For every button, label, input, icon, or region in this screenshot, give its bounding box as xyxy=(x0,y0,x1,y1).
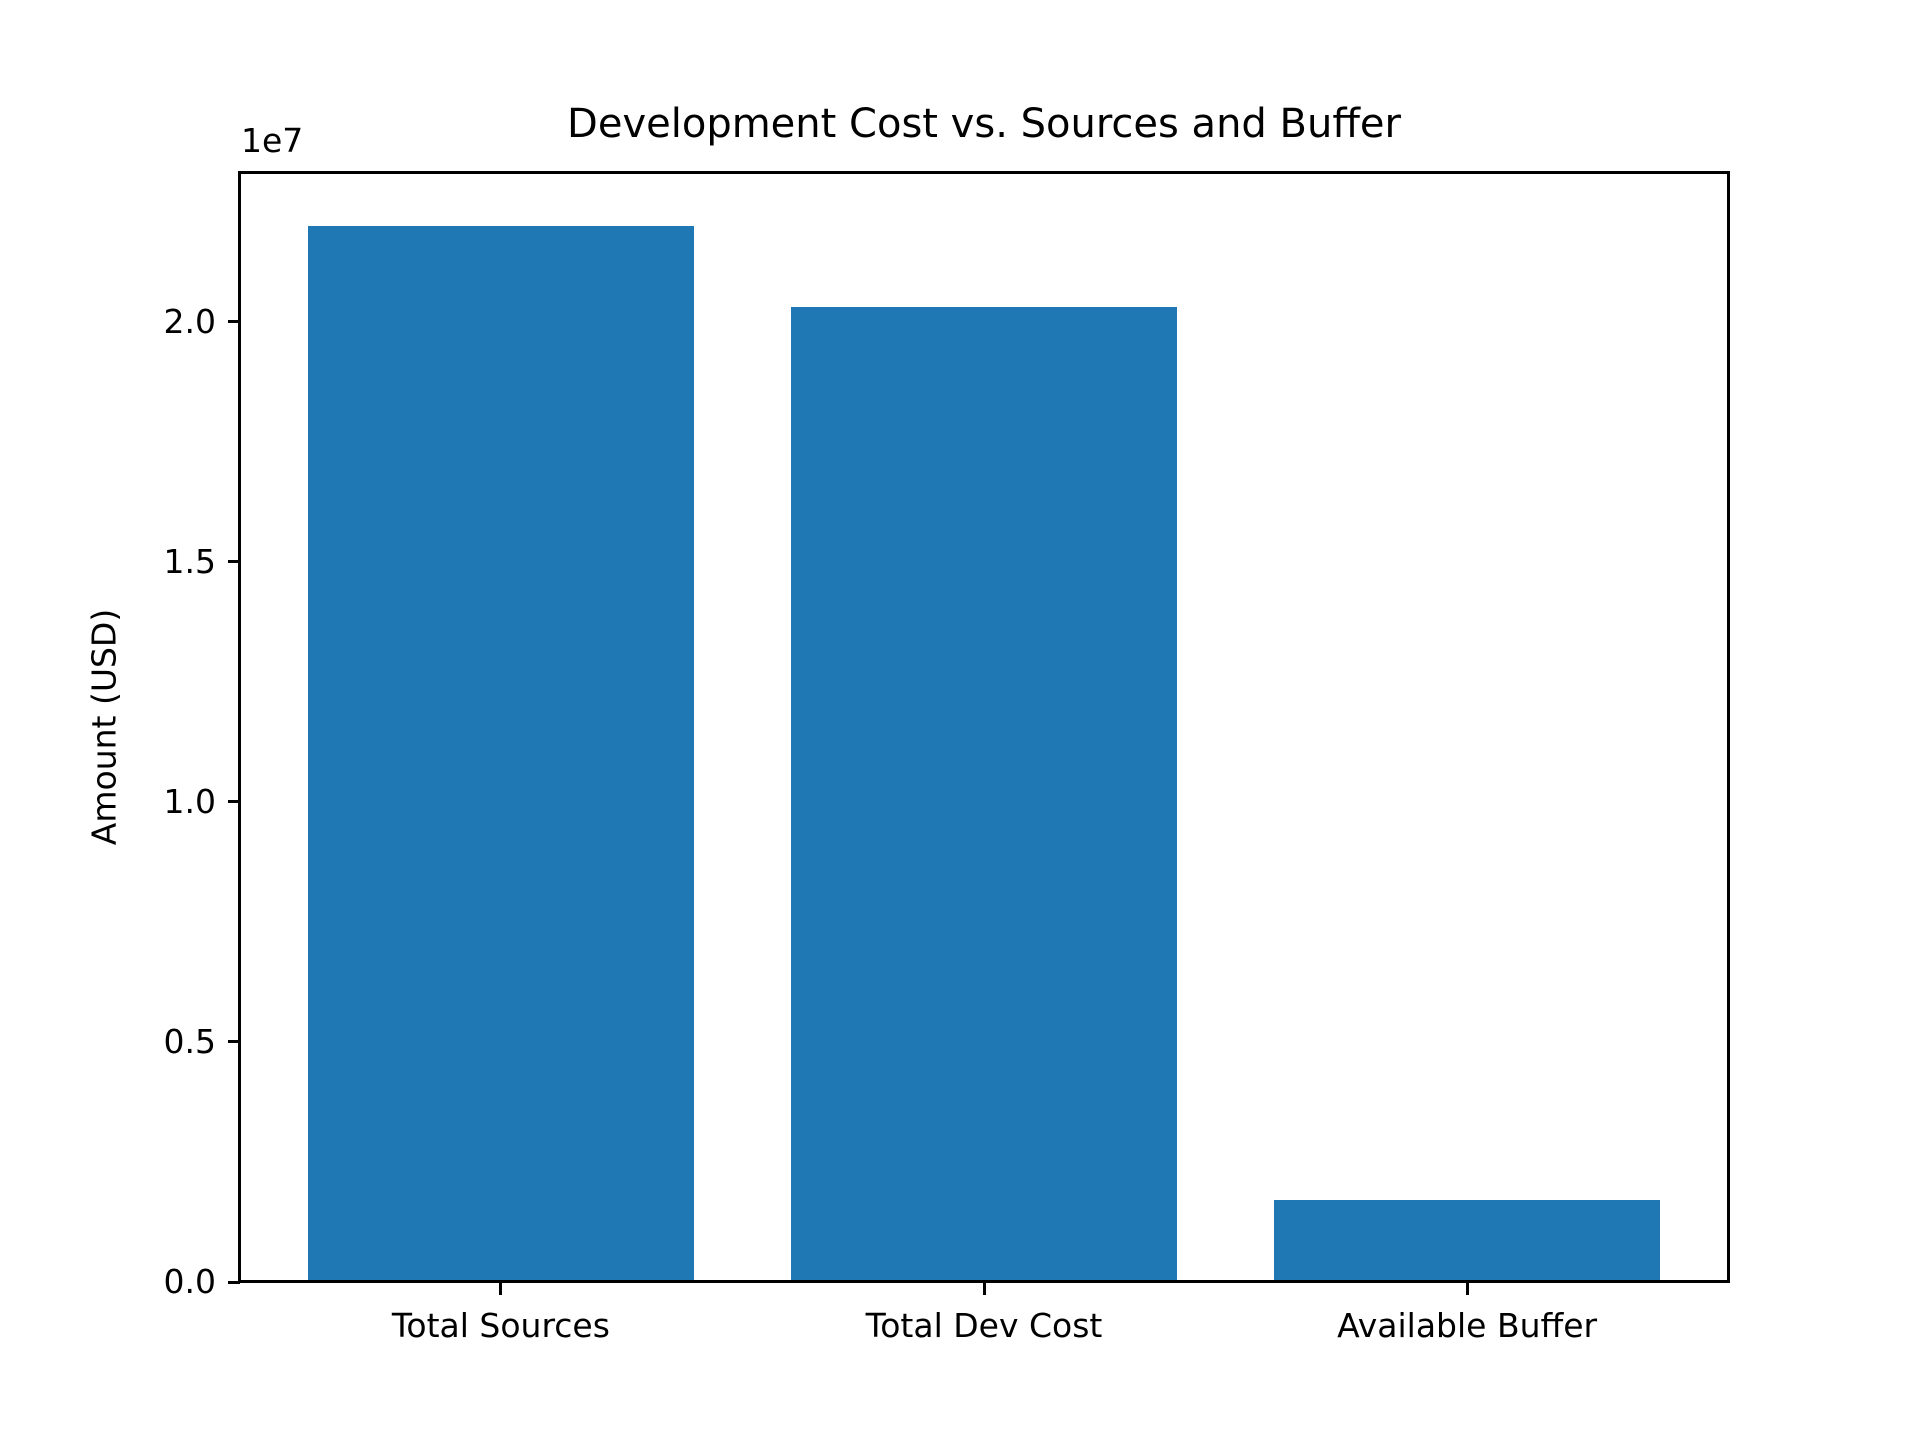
bar-available-buffer xyxy=(1273,1200,1661,1282)
y-tick-label-1.0: 1.0 xyxy=(163,781,216,821)
chart-title: Development Cost vs. Sources and Buffer xyxy=(567,101,1401,147)
x-tick-label-total-dev-cost: Total Dev Cost xyxy=(865,1306,1103,1345)
y-tick-mark-1.5 xyxy=(228,560,240,564)
y-tick-label-1.5: 1.5 xyxy=(163,541,216,581)
x-tick-mark-total-sources xyxy=(499,1283,503,1295)
bar-total-sources xyxy=(307,225,695,1282)
x-tick-label-total-sources: Total Sources xyxy=(391,1306,610,1345)
y-tick-mark-0.0 xyxy=(228,1280,240,1284)
bar-total-dev-cost xyxy=(790,307,1178,1282)
y-tick-label-0.0: 0.0 xyxy=(163,1262,216,1301)
y-tick-label-2.0: 2.0 xyxy=(163,301,216,341)
plot-frame xyxy=(238,171,1730,1283)
y-axis-offset-label: 1e7 xyxy=(241,121,304,160)
x-tick-mark-total-dev-cost xyxy=(982,1283,986,1295)
y-tick-mark-0.5 xyxy=(228,1040,240,1044)
y-tick-label-0.5: 0.5 xyxy=(163,1021,216,1061)
y-tick-mark-2.0 xyxy=(228,320,240,324)
x-tick-label-available-buffer: Available Buffer xyxy=(1337,1306,1598,1345)
x-tick-mark-available-buffer xyxy=(1465,1283,1469,1295)
y-tick-mark-1.0 xyxy=(228,800,240,804)
